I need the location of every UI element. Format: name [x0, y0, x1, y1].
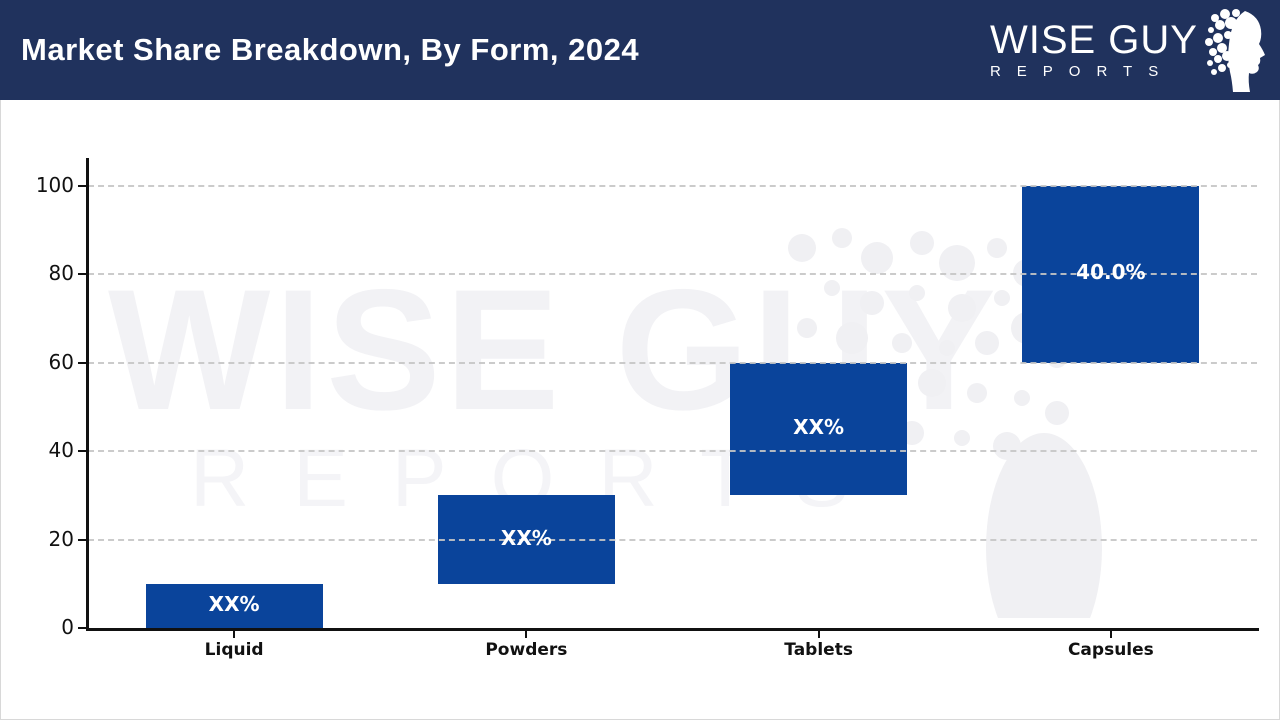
wiseguy-head-icon [1205, 9, 1265, 92]
x-tick-mark [817, 630, 820, 638]
category-label-capsules: Capsules [1067, 640, 1154, 660]
y-tick-mark [78, 361, 86, 364]
category-label-liquid: Liquid [204, 640, 264, 660]
bar-value-label: 40.0% [1076, 260, 1146, 284]
bar-liquid [145, 583, 323, 628]
y-tick-mark [78, 627, 86, 629]
y-tick-label: 0 [61, 615, 74, 639]
category-label-powders: Powders [485, 640, 568, 660]
x-tick-mark [233, 630, 236, 638]
bar-value-label: XX% [500, 525, 552, 550]
y-tick-label: 100 [35, 172, 74, 197]
wiseguy-logo-text: WISE GUY REPORTS [990, 20, 1198, 80]
wiseguy-logo: WISE GUY REPORTS [990, 8, 1280, 92]
y-tick-label: 20 [48, 526, 74, 551]
y-tick-label: 60 [48, 349, 74, 374]
x-axis-line [86, 628, 1259, 631]
y-tick-mark [78, 273, 86, 275]
gridline-80 [88, 273, 1257, 275]
y-tick-mark [78, 184, 86, 187]
bar-value-label: XX% [793, 414, 845, 439]
y-tick-mark [78, 538, 86, 541]
logo-subtitle: REPORTS [989, 63, 1175, 80]
y-tick-mark [78, 450, 86, 452]
gridline-100 [88, 184, 1257, 187]
y-axis-line [86, 158, 89, 631]
bar-tablets [730, 362, 908, 496]
gridline-20 [88, 538, 1257, 541]
gridline-60 [88, 361, 1257, 364]
y-tick-label: 80 [48, 261, 74, 285]
page-title: Market Share Breakdown, By Form, 2024 [21, 32, 640, 67]
header-bar: Market Share Breakdown, By Form, 2024 WI… [0, 0, 1280, 100]
x-tick-mark [1109, 630, 1112, 638]
category-label-tablets: Tablets [784, 640, 853, 660]
y-tick-label: 40 [48, 438, 74, 462]
x-tick-mark [525, 630, 528, 638]
gridline-40 [88, 450, 1257, 452]
bar-value-label: XX% [208, 591, 260, 616]
logo-wordmark: WISE GUY [989, 18, 1198, 62]
